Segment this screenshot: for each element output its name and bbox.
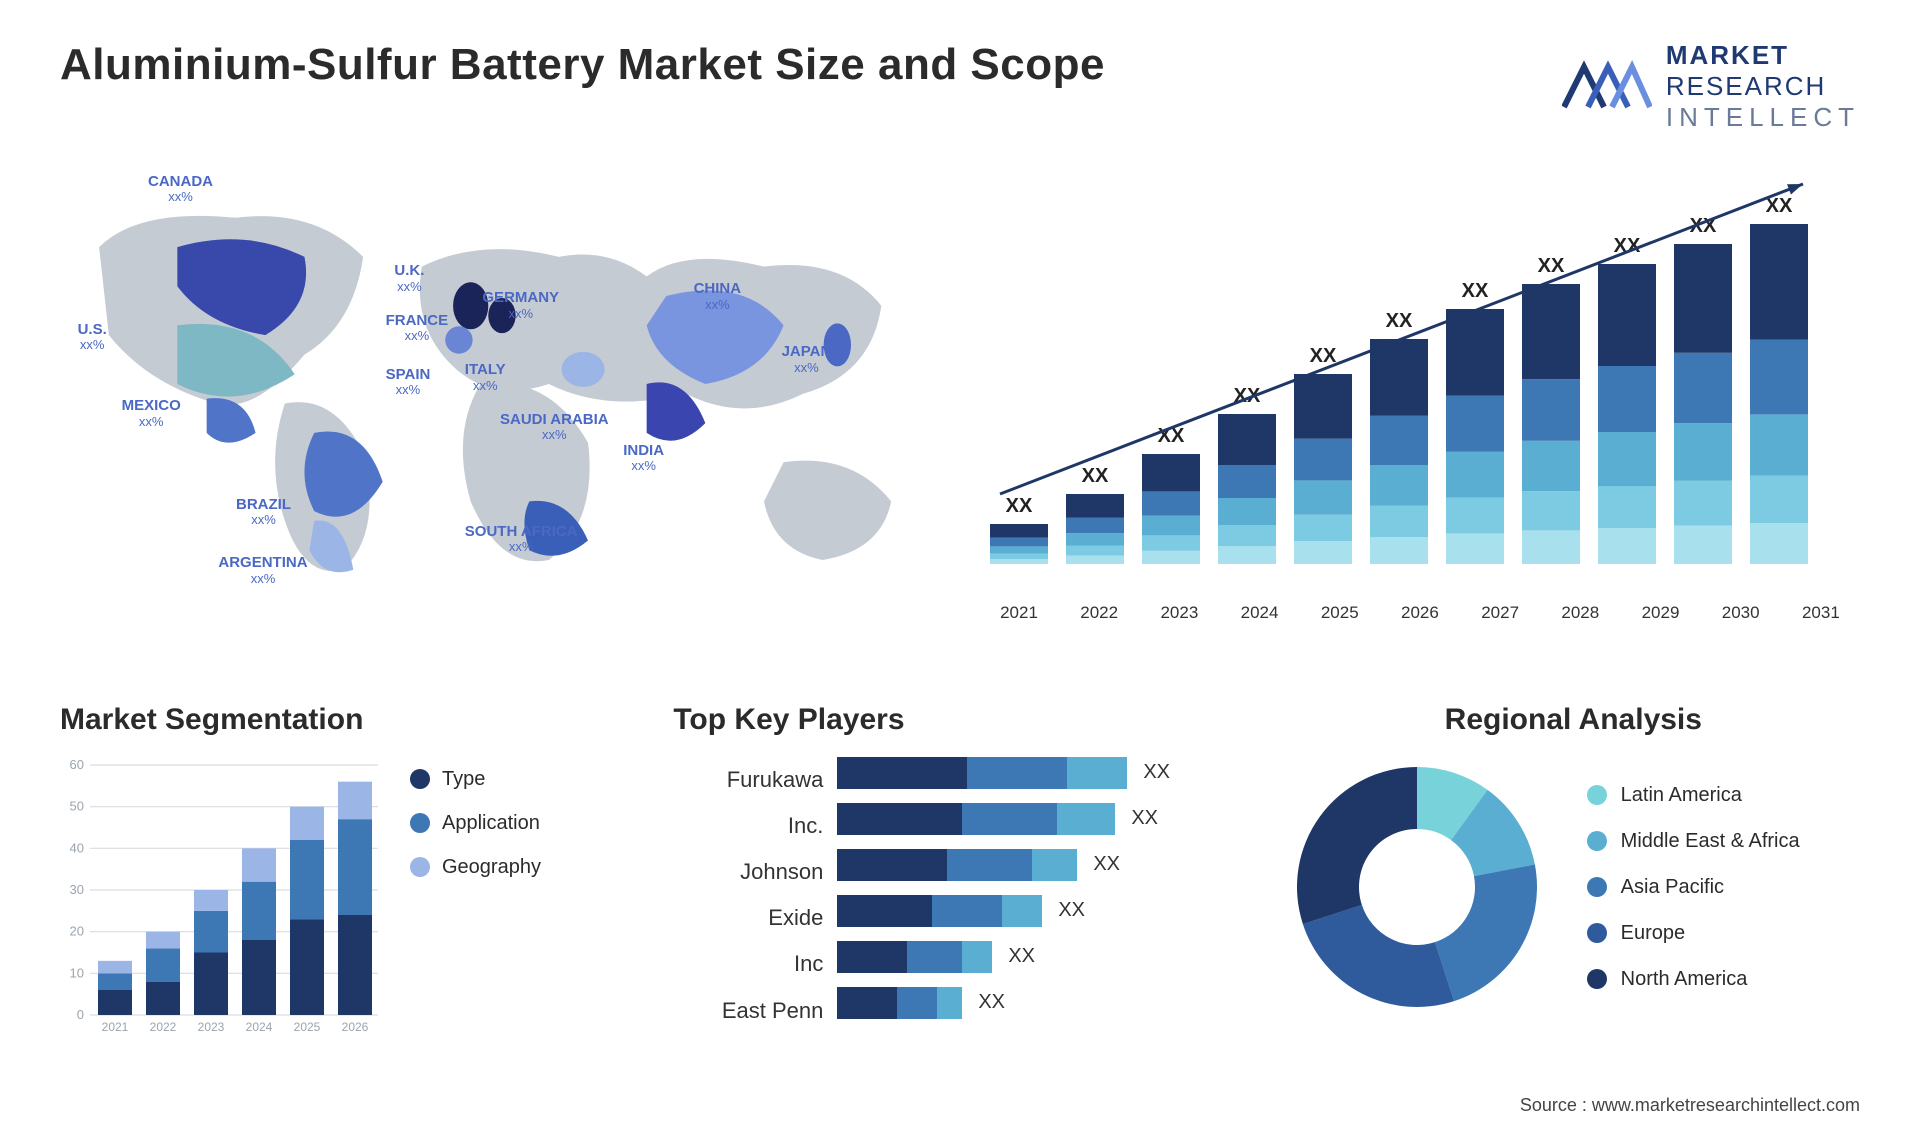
tkp-player-label: Johnson bbox=[673, 849, 823, 895]
map-label: JAPANxx% bbox=[782, 344, 832, 375]
tkp-player-label: Furukawa bbox=[673, 757, 823, 803]
segmentation-section: Market Segmentation 0 10 20 30 40 50 60 2021 202… bbox=[60, 703, 633, 1037]
growth-year-label: 2026 bbox=[1391, 603, 1449, 623]
svg-text:20: 20 bbox=[70, 923, 84, 938]
map-label: GERMANYxx% bbox=[482, 290, 559, 321]
logo-line3: INTELLECT bbox=[1666, 102, 1860, 133]
svg-text:30: 30 bbox=[70, 882, 84, 897]
segmentation-legend-item: Type bbox=[410, 757, 541, 801]
world-map-panel: CANADAxx% U.S.xx% MEXICOxx% BRAZILxx% ARGENT… bbox=[60, 174, 940, 623]
tkp-labels: FurukawaInc.JohnsonExideIncEast Penn bbox=[673, 757, 823, 1034]
svg-text:XX: XX bbox=[1006, 495, 1033, 517]
map-label: U.S.xx% bbox=[78, 322, 107, 353]
tkp-row: XX bbox=[837, 941, 1246, 973]
growth-year-label: 2024 bbox=[1231, 603, 1289, 623]
map-label: CANADAxx% bbox=[148, 174, 213, 205]
growth-year-label: 2021 bbox=[990, 603, 1048, 623]
regional-legend-item: North America bbox=[1587, 956, 1800, 1002]
tkp-player-label: Inc bbox=[673, 941, 823, 987]
svg-text:XX: XX bbox=[1386, 310, 1413, 332]
growth-year-label: 2027 bbox=[1471, 603, 1529, 623]
regional-legend-item: Asia Pacific bbox=[1587, 864, 1800, 910]
map-label: MEXICOxx% bbox=[122, 398, 181, 429]
tkp-row: XX bbox=[837, 849, 1246, 881]
growth-year-label: 2028 bbox=[1551, 603, 1609, 623]
segmentation-chart-svg: 0 10 20 30 40 50 60 2021 2022 2023 2024 2025 2026 bbox=[60, 757, 380, 1037]
tkp-player-label: Inc. bbox=[673, 803, 823, 849]
tkp-row: XX bbox=[837, 895, 1246, 927]
svg-text:2021: 2021 bbox=[102, 1020, 129, 1034]
svg-text:XX: XX bbox=[1462, 280, 1489, 302]
logo-line1: MARKET bbox=[1666, 40, 1860, 71]
growth-year-label: 2030 bbox=[1712, 603, 1770, 623]
svg-text:40: 40 bbox=[70, 840, 84, 855]
growth-year-label: 2023 bbox=[1150, 603, 1208, 623]
map-label: ARGENTINAxx% bbox=[218, 555, 307, 586]
growth-chart-svg: XXXXXXXXXXXXXXXXXXXXXX bbox=[980, 174, 1860, 594]
svg-text:0: 0 bbox=[77, 1007, 84, 1022]
svg-text:XX: XX bbox=[1310, 345, 1337, 367]
source-citation: Source : www.marketresearchintellect.com bbox=[1520, 1095, 1860, 1116]
tkp-player-label: East Penn bbox=[673, 988, 823, 1034]
regional-title: Regional Analysis bbox=[1287, 703, 1860, 737]
map-label: BRAZILxx% bbox=[236, 497, 291, 528]
map-label: INDIAxx% bbox=[623, 443, 664, 474]
svg-text:60: 60 bbox=[70, 757, 84, 772]
map-label: SPAINxx% bbox=[386, 367, 431, 398]
brand-logo: MARKET RESEARCH INTELLECT bbox=[1562, 40, 1860, 134]
growth-year-label: 2022 bbox=[1070, 603, 1128, 623]
map-label: SAUDI ARABIAxx% bbox=[500, 412, 609, 443]
tkp-title: Top Key Players bbox=[673, 703, 1246, 737]
svg-text:50: 50 bbox=[70, 798, 84, 813]
tkp-row: XX bbox=[837, 987, 1246, 1019]
growth-year-label: 2031 bbox=[1792, 603, 1850, 623]
segmentation-legend-item: Application bbox=[410, 801, 541, 845]
growth-year-label: 2029 bbox=[1632, 603, 1690, 623]
regional-legend-item: Europe bbox=[1587, 910, 1800, 956]
svg-text:2026: 2026 bbox=[342, 1020, 369, 1034]
segmentation-title: Market Segmentation bbox=[60, 703, 633, 737]
tkp-row: XX bbox=[837, 757, 1246, 789]
top-key-players-section: Top Key Players FurukawaInc.JohnsonExide… bbox=[673, 703, 1246, 1037]
map-label: U.K.xx% bbox=[394, 263, 424, 294]
growth-year-label: 2025 bbox=[1311, 603, 1369, 623]
svg-text:2022: 2022 bbox=[150, 1020, 177, 1034]
tkp-bars: XX XX XX XX XX XX bbox=[837, 757, 1246, 1034]
svg-text:XX: XX bbox=[1538, 255, 1565, 277]
svg-text:2024: 2024 bbox=[246, 1020, 273, 1034]
svg-text:XX: XX bbox=[1082, 465, 1109, 487]
regional-legend: Latin AmericaMiddle East & AfricaAsia Pa… bbox=[1587, 772, 1800, 1002]
map-label: FRANCExx% bbox=[386, 313, 449, 344]
svg-text:2023: 2023 bbox=[198, 1020, 225, 1034]
page-title: Aluminium-Sulfur Battery Market Size and… bbox=[60, 40, 1105, 90]
regional-legend-item: Middle East & Africa bbox=[1587, 818, 1800, 864]
svg-text:2025: 2025 bbox=[294, 1020, 321, 1034]
tkp-player-label: Exide bbox=[673, 895, 823, 941]
growth-chart-panel: XXXXXXXXXXXXXXXXXXXXXX 20212022202320242… bbox=[980, 174, 1860, 623]
regional-donut-svg bbox=[1287, 757, 1547, 1017]
svg-text:XX: XX bbox=[1614, 235, 1641, 257]
logo-line2: RESEARCH bbox=[1666, 71, 1860, 102]
map-label: ITALYxx% bbox=[465, 362, 506, 393]
svg-text:10: 10 bbox=[70, 965, 84, 980]
regional-legend-item: Latin America bbox=[1587, 772, 1800, 818]
map-label: SOUTH AFRICAxx% bbox=[465, 524, 578, 555]
segmentation-legend: TypeApplicationGeography bbox=[410, 757, 541, 1037]
map-label: CHINAxx% bbox=[694, 281, 742, 312]
segmentation-legend-item: Geography bbox=[410, 845, 541, 889]
regional-section: Regional Analysis Latin AmericaMiddle Ea… bbox=[1287, 703, 1860, 1037]
tkp-row: XX bbox=[837, 803, 1246, 835]
